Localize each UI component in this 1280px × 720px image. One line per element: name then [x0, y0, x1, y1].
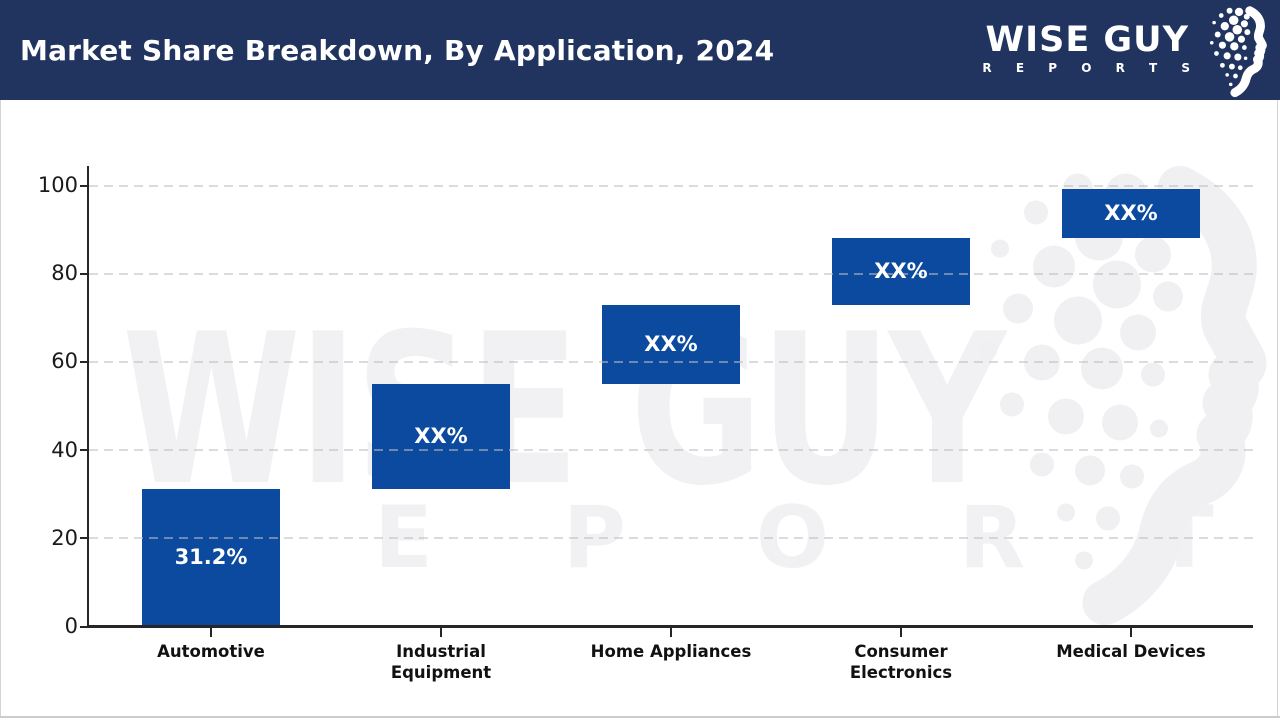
- page-border-left: [0, 100, 1, 718]
- y-tick-mark: [80, 360, 88, 363]
- page-border-right: [1277, 100, 1278, 718]
- x-tick-mark: [1130, 628, 1132, 637]
- x-tick-mark: [670, 628, 672, 637]
- category-label: Medical Devices: [1056, 642, 1206, 661]
- bar: [832, 238, 970, 305]
- y-tick-label: 100: [37, 173, 78, 197]
- y-tick-mark: [80, 625, 88, 628]
- y-tick-label: 40: [51, 437, 78, 462]
- bar-value-label: 31.2%: [174, 545, 248, 570]
- y-tick-mark: [80, 449, 88, 452]
- gridline: [89, 360, 1253, 363]
- category-label: Consumer Electronics: [849, 642, 953, 682]
- y-tick-mark: [80, 537, 88, 540]
- y-tick-mark: [80, 184, 88, 187]
- bar-value-label: XX%: [874, 258, 928, 283]
- x-tick-mark: [900, 628, 902, 637]
- x-tick-mark: [440, 628, 442, 637]
- brand-subtitle: R E P O R T S: [982, 60, 1200, 75]
- brand-name: WISE GUY: [985, 20, 1189, 60]
- bar-value-label: XX%: [1104, 201, 1158, 225]
- brand-logo: WISE GUY R E P O R T S: [982, 4, 1266, 98]
- gridline: [89, 537, 1253, 540]
- category-label: Automotive: [157, 642, 265, 661]
- page-border-bottom: [0, 716, 1280, 718]
- header-bar: Market Share Breakdown, By Application, …: [0, 0, 1280, 100]
- bar-value-label: XX%: [644, 331, 698, 356]
- y-tick-label: 80: [51, 261, 78, 286]
- bar: [602, 304, 740, 384]
- x-tick-mark: [210, 628, 212, 637]
- gridline: [89, 272, 1253, 275]
- y-tick-label: 20: [51, 525, 78, 550]
- y-axis: [87, 166, 89, 627]
- y-tick-label: 0: [64, 614, 78, 638]
- page-title: Market Share Breakdown, By Application, …: [20, 33, 775, 67]
- bar-value-label: XX%: [414, 423, 468, 448]
- y-tick-label: 60: [51, 349, 78, 374]
- x-axis: [88, 625, 1253, 628]
- y-tick-mark: [80, 272, 88, 275]
- gridline: [89, 449, 1253, 452]
- bar: [372, 383, 510, 489]
- brand-face-icon: [1198, 6, 1270, 98]
- category-label: Industrial Equipment: [390, 642, 492, 682]
- bar: [142, 488, 280, 627]
- category-label: Home Appliances: [590, 642, 752, 661]
- gridline: [89, 184, 1253, 187]
